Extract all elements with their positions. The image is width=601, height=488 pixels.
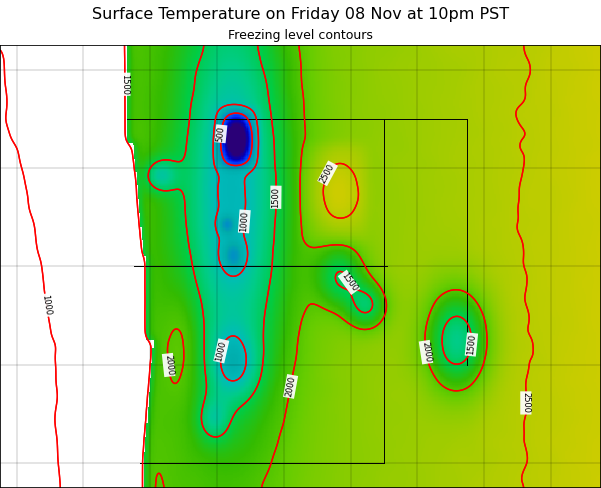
Text: Surface Temperature on Friday 08 Nov at 10pm PST: Surface Temperature on Friday 08 Nov at … (92, 7, 509, 22)
Text: 1500: 1500 (339, 271, 359, 293)
Text: 1500: 1500 (120, 74, 129, 95)
Text: 1500: 1500 (271, 187, 281, 208)
Text: 1000: 1000 (239, 210, 249, 232)
Text: 1000: 1000 (40, 294, 53, 316)
Text: 2000: 2000 (163, 354, 174, 376)
Text: 1500: 1500 (466, 334, 477, 355)
Text: Freezing level contours: Freezing level contours (228, 28, 373, 41)
Text: 500: 500 (216, 125, 226, 142)
Text: 2000: 2000 (420, 341, 432, 363)
Text: 2000: 2000 (284, 375, 297, 398)
Text: 2500: 2500 (521, 392, 530, 413)
Text: 1000: 1000 (215, 340, 228, 362)
Text: 2500: 2500 (319, 162, 337, 184)
